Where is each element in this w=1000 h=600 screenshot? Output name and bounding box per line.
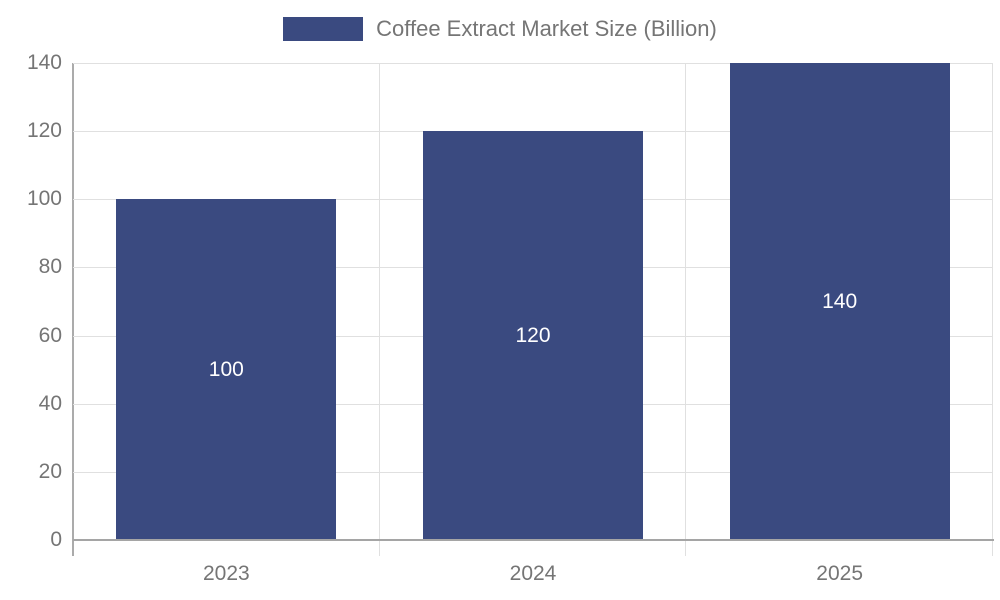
y-tick-label: 20 bbox=[38, 459, 62, 483]
x-axis-line bbox=[73, 539, 994, 541]
y-tick-label: 100 bbox=[26, 187, 62, 211]
bar-value-label: 100 bbox=[208, 357, 244, 381]
y-tick-label: 120 bbox=[26, 119, 62, 143]
h-gridline bbox=[73, 63, 993, 64]
y-tick-label: 140 bbox=[26, 51, 62, 74]
y-axis-line bbox=[72, 63, 74, 556]
bar-value-label: 120 bbox=[515, 323, 551, 347]
v-gridline bbox=[378, 63, 380, 556]
bar-value-label: 140 bbox=[822, 289, 858, 313]
x-tick-label: 2024 bbox=[509, 562, 557, 585]
y-tick-label: 0 bbox=[50, 528, 62, 551]
x-tick-label: 2023 bbox=[202, 562, 250, 585]
v-gridline bbox=[685, 63, 687, 556]
legend-label: Coffee Extract Market Size (Billion) bbox=[376, 16, 717, 41]
bar-2024: 120 bbox=[423, 131, 643, 540]
y-tick-label: 80 bbox=[38, 255, 62, 279]
v-gridline bbox=[992, 63, 993, 556]
bar-2023: 100 bbox=[116, 199, 337, 540]
plot-area: 100 120 140 bbox=[73, 63, 993, 556]
y-tick-label: 40 bbox=[38, 391, 62, 415]
x-tick-label: 2025 bbox=[816, 562, 864, 585]
legend-swatch bbox=[283, 17, 364, 41]
legend: Coffee Extract Market Size (Billion) bbox=[0, 16, 1000, 42]
y-tick-label: 60 bbox=[38, 323, 62, 347]
bar-2025: 140 bbox=[729, 63, 950, 540]
